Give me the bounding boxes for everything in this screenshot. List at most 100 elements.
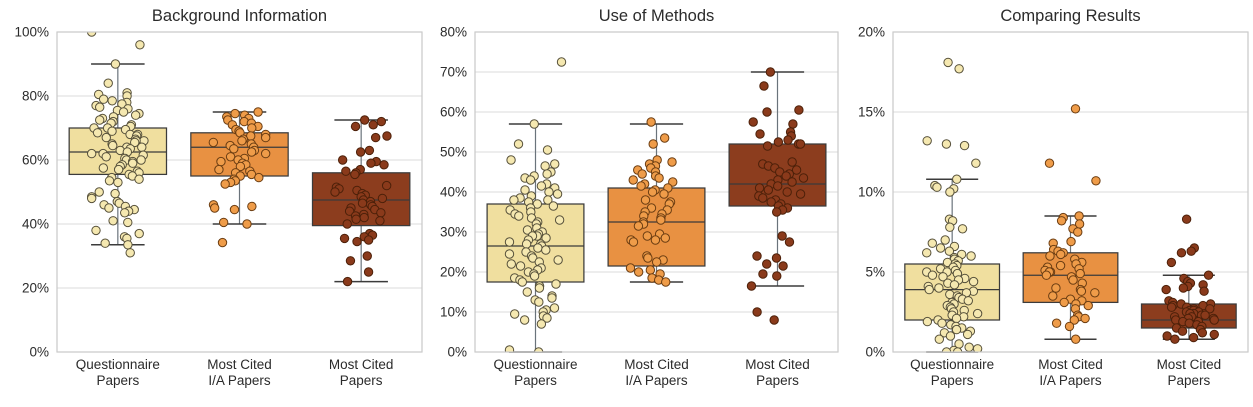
data-point	[229, 204, 240, 215]
data-point	[536, 319, 547, 329]
data-point	[341, 166, 351, 176]
data-point	[522, 225, 533, 235]
strip-points-most-cited-i-a-papers	[625, 117, 678, 287]
data-point	[101, 132, 111, 143]
data-point	[362, 251, 372, 261]
data-point	[110, 59, 121, 69]
data-point	[787, 177, 797, 187]
data-point	[553, 255, 563, 265]
data-point	[646, 117, 656, 127]
data-point	[1200, 310, 1210, 320]
data-point	[781, 171, 791, 181]
data-point	[659, 189, 669, 199]
data-point	[376, 116, 387, 127]
data-point	[1199, 286, 1209, 296]
data-point	[381, 180, 392, 191]
chart-title: Background Information	[152, 7, 327, 25]
data-point	[922, 316, 933, 327]
data-point	[927, 238, 937, 248]
data-point	[668, 177, 678, 187]
data-point	[1076, 286, 1087, 296]
data-point	[1056, 249, 1066, 260]
data-point	[136, 155, 146, 165]
data-point	[509, 309, 520, 319]
data-point	[217, 237, 228, 248]
category-label-questionnaire-papers: Questionnaire	[910, 357, 994, 372]
data-point	[660, 233, 671, 243]
data-point	[798, 173, 809, 183]
data-point	[945, 331, 956, 341]
data-point	[1051, 318, 1062, 328]
data-point	[363, 235, 374, 245]
data-point	[113, 177, 123, 188]
y-tick-label: 50%	[440, 145, 467, 160]
data-point	[247, 123, 257, 133]
data-point	[762, 107, 772, 117]
data-point	[1203, 270, 1214, 280]
data-point	[972, 344, 983, 353]
data-point	[945, 222, 955, 232]
data-point	[643, 253, 653, 263]
data-point	[633, 221, 644, 231]
data-point	[533, 243, 543, 253]
y-tick-label: 15%	[858, 105, 885, 120]
data-point	[230, 108, 240, 119]
chart-svg-comparing-results: Comparing Results 0% 5% 10% 15% 20% Questionna…	[858, 7, 1249, 388]
y-tick-label: 40%	[22, 217, 49, 232]
data-point	[791, 165, 802, 175]
data-point	[628, 175, 638, 185]
data-point	[86, 148, 97, 159]
data-point	[772, 271, 782, 281]
data-point	[1074, 211, 1084, 221]
data-point	[95, 102, 105, 112]
data-point	[95, 115, 105, 125]
data-point	[758, 269, 768, 279]
data-point	[127, 158, 138, 168]
data-point	[1059, 297, 1069, 308]
data-point	[509, 195, 519, 205]
category-label-most-cited-papers: Most Cited	[745, 357, 810, 372]
data-point	[330, 187, 340, 197]
chart-title: Use of Methods	[599, 7, 715, 25]
data-point	[351, 214, 361, 224]
boxplot-group-questionnaire-papers	[68, 31, 168, 258]
data-point	[541, 233, 551, 243]
data-point	[778, 261, 788, 271]
data-point	[242, 219, 252, 229]
data-point	[107, 126, 117, 136]
data-point	[794, 105, 804, 115]
data-point	[363, 267, 374, 277]
data-point	[214, 164, 224, 175]
category-label-most-cited-ia-papers: I/A Papers	[625, 373, 688, 388]
data-point	[1045, 251, 1055, 261]
data-point	[963, 296, 973, 306]
data-point	[1209, 329, 1219, 340]
data-point	[773, 181, 783, 191]
data-point	[110, 188, 120, 199]
data-point	[1166, 257, 1177, 268]
data-point	[247, 201, 257, 212]
data-point	[788, 119, 798, 129]
data-point	[954, 64, 964, 74]
data-point	[108, 216, 118, 226]
data-point	[368, 120, 378, 130]
data-point	[543, 195, 553, 205]
data-point	[1181, 214, 1192, 224]
data-point	[91, 225, 101, 236]
data-point	[549, 303, 560, 313]
data-point	[1170, 334, 1180, 344]
data-point	[352, 236, 362, 247]
data-point	[651, 257, 662, 267]
data-point	[554, 215, 565, 225]
data-point	[762, 259, 772, 269]
boxplot-group-questionnaire-papers	[904, 57, 1001, 353]
data-point	[101, 152, 111, 162]
data-point	[795, 189, 806, 199]
data-point	[517, 277, 528, 287]
data-point	[971, 158, 981, 168]
data-point	[120, 208, 130, 218]
y-tick-label: 70%	[440, 65, 467, 80]
category-label-most-cited-ia-papers: Most Cited	[624, 357, 689, 372]
data-point	[943, 57, 953, 68]
data-point	[1091, 176, 1101, 186]
